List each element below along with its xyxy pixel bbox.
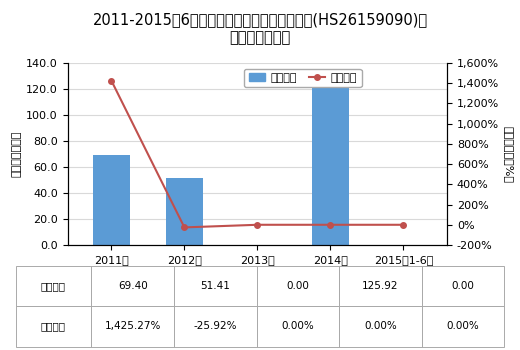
- Bar: [312, 81, 348, 245]
- Text: 出口数量: 出口数量: [41, 281, 66, 291]
- Text: 1,425.27%: 1,425.27%: [105, 321, 161, 331]
- Legend: 出口数量, 同比增长: 出口数量, 同比增长: [244, 69, 362, 88]
- Text: 同比增长: 同比增长: [41, 321, 66, 331]
- Bar: [339, 266, 422, 306]
- Text: 2011-2015年6月其他鰮、鰽、钒矿砂及其精矿(HS26159090)出: 2011-2015年6月其他鰮、鰽、钒矿砂及其精矿(HS26159090)出: [93, 12, 427, 27]
- Bar: [93, 155, 129, 245]
- Bar: [422, 266, 504, 306]
- Text: 0.00: 0.00: [287, 281, 309, 291]
- Bar: [92, 306, 174, 346]
- Bar: [339, 306, 422, 346]
- Bar: [174, 266, 256, 306]
- Bar: [256, 306, 339, 346]
- Text: 125.92: 125.92: [362, 281, 399, 291]
- Text: 0.00%: 0.00%: [364, 321, 397, 331]
- Text: 69.40: 69.40: [118, 281, 148, 291]
- Bar: [256, 266, 339, 306]
- Text: 0.00: 0.00: [452, 281, 475, 291]
- Bar: [174, 306, 256, 346]
- Text: 0.00%: 0.00%: [281, 321, 314, 331]
- Bar: [16, 306, 92, 346]
- Bar: [422, 306, 504, 346]
- Bar: [16, 266, 92, 306]
- Bar: [92, 266, 174, 306]
- Text: 口量及增速统计: 口量及增速统计: [229, 30, 291, 45]
- Bar: [166, 178, 203, 245]
- Text: 51.41: 51.41: [200, 281, 230, 291]
- Text: -25.92%: -25.92%: [193, 321, 237, 331]
- Y-axis label: 出口数量（吨）: 出口数量（吨）: [12, 131, 22, 177]
- Text: 0.00%: 0.00%: [447, 321, 479, 331]
- Y-axis label: 同比增长率（%）: 同比增长率（%）: [503, 126, 513, 182]
